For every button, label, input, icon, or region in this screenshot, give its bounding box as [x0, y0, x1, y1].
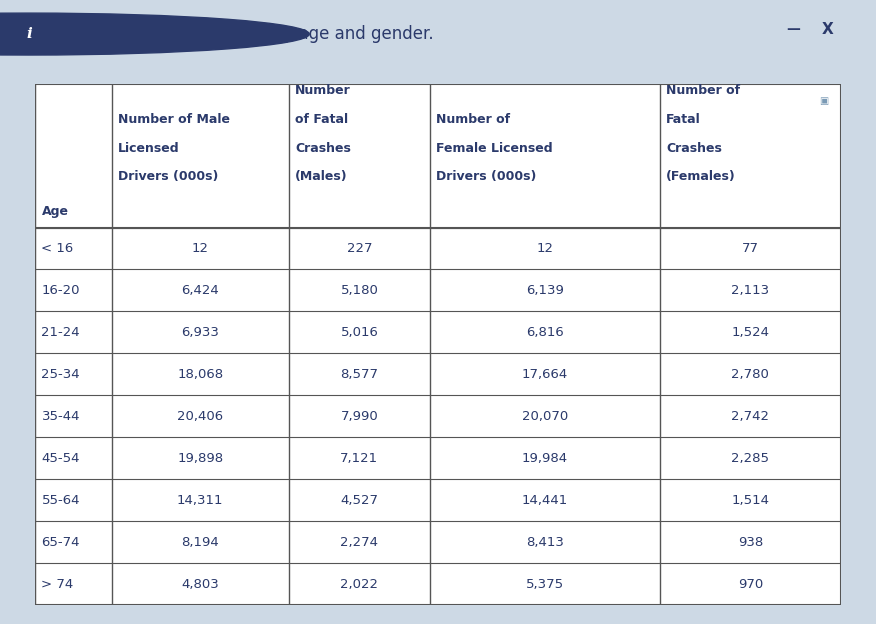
Text: Crashes: Crashes — [295, 142, 351, 155]
Text: ▣: ▣ — [819, 95, 828, 105]
Text: 5,375: 5,375 — [526, 578, 564, 591]
Text: 4,527: 4,527 — [341, 494, 378, 507]
Text: 4,803: 4,803 — [181, 578, 219, 591]
Text: 2,742: 2,742 — [731, 410, 769, 423]
Text: 25-34: 25-34 — [41, 368, 80, 381]
Text: 21-24: 21-24 — [41, 326, 80, 339]
Text: 5,016: 5,016 — [341, 326, 378, 339]
Circle shape — [0, 13, 309, 55]
Text: (Males): (Males) — [295, 170, 348, 183]
Text: 65-74: 65-74 — [41, 536, 80, 549]
Text: 6,424: 6,424 — [181, 284, 219, 297]
Text: 12: 12 — [192, 242, 208, 255]
Text: 8,194: 8,194 — [181, 536, 219, 549]
Text: 35-44: 35-44 — [41, 410, 80, 423]
Text: 8,577: 8,577 — [341, 368, 378, 381]
Text: 8,413: 8,413 — [526, 536, 564, 549]
Text: Number of Male: Number of Male — [118, 113, 230, 126]
Text: 2,285: 2,285 — [731, 452, 769, 465]
Text: 1,524: 1,524 — [731, 326, 769, 339]
Text: 2,113: 2,113 — [731, 284, 769, 297]
Text: 938: 938 — [738, 536, 763, 549]
Text: 14,441: 14,441 — [522, 494, 568, 507]
Text: 45-54: 45-54 — [41, 452, 80, 465]
Text: 12: 12 — [536, 242, 554, 255]
Text: 20,406: 20,406 — [177, 410, 223, 423]
Text: 227: 227 — [347, 242, 372, 255]
Text: 55-64: 55-64 — [41, 494, 80, 507]
Text: 7,121: 7,121 — [341, 452, 378, 465]
Text: of Fatal: of Fatal — [295, 113, 349, 126]
Text: Number: Number — [295, 84, 351, 97]
Text: Crashes: Crashes — [666, 142, 722, 155]
Text: 970: 970 — [738, 578, 763, 591]
Text: 2,274: 2,274 — [341, 536, 378, 549]
Text: 18,068: 18,068 — [177, 368, 223, 381]
Text: 2,022: 2,022 — [341, 578, 378, 591]
Text: 6,933: 6,933 — [181, 326, 219, 339]
Text: X: X — [822, 22, 834, 37]
Text: —: — — [786, 22, 800, 36]
Text: 19,984: 19,984 — [522, 452, 568, 465]
Text: (Females): (Females) — [666, 170, 736, 183]
Text: 6,816: 6,816 — [526, 326, 563, 339]
Text: 14,311: 14,311 — [177, 494, 223, 507]
Text: 19,898: 19,898 — [177, 452, 223, 465]
Text: 77: 77 — [742, 242, 759, 255]
Text: Age: Age — [41, 205, 68, 218]
Text: 1,514: 1,514 — [731, 494, 769, 507]
Text: Data for licensed drivers by age and gender.: Data for licensed drivers by age and gen… — [63, 25, 434, 43]
Text: 5,180: 5,180 — [341, 284, 378, 297]
Text: Fatal: Fatal — [666, 113, 701, 126]
Text: Drivers (000s): Drivers (000s) — [436, 170, 537, 183]
Text: i: i — [26, 27, 32, 41]
Text: 17,664: 17,664 — [522, 368, 568, 381]
Text: 20,070: 20,070 — [522, 410, 568, 423]
Text: Female Licensed: Female Licensed — [436, 142, 553, 155]
Text: > 74: > 74 — [41, 578, 74, 591]
Text: 16-20: 16-20 — [41, 284, 80, 297]
Text: 2,780: 2,780 — [731, 368, 769, 381]
Text: Licensed: Licensed — [118, 142, 180, 155]
Text: Number of: Number of — [666, 84, 740, 97]
Text: 7,990: 7,990 — [341, 410, 378, 423]
Text: < 16: < 16 — [41, 242, 74, 255]
Text: Number of: Number of — [436, 113, 511, 126]
Text: 6,139: 6,139 — [526, 284, 564, 297]
Text: Drivers (000s): Drivers (000s) — [118, 170, 218, 183]
